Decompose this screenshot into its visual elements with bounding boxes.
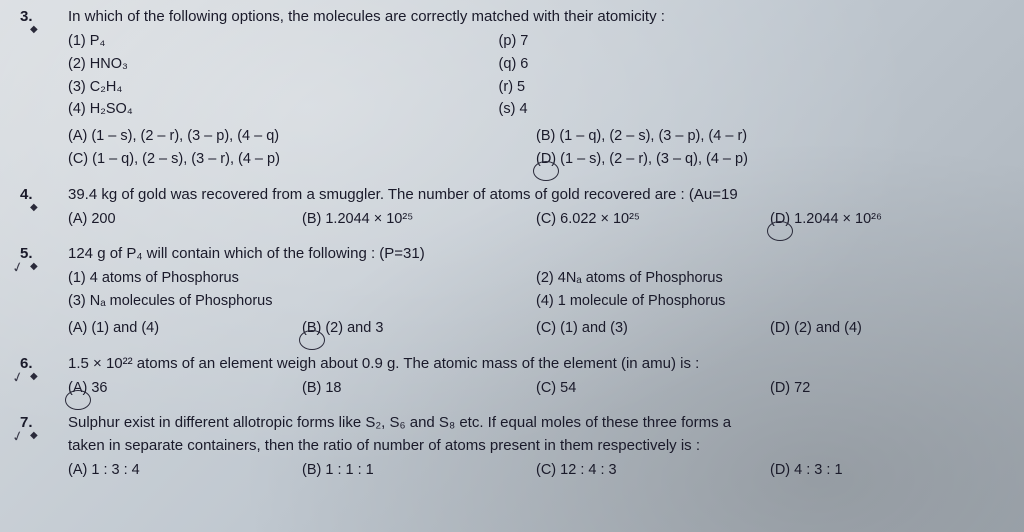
answer-options: (A) (1 – s), (2 – r), (3 – p), (4 – q) (…	[68, 126, 1004, 172]
option-a: (A) (1) and (4)	[68, 318, 302, 340]
match-right-s: (s) 4	[499, 99, 1004, 121]
answer-options: (A) 36 (B) 18 (C) 54 (D) 72	[68, 378, 1004, 401]
question-number: 3.	[20, 8, 33, 25]
option-b: (B) 18	[302, 378, 536, 400]
option-d-text: (D) (1 – s), (2 – r), (3 – q), (4 – p)	[536, 151, 748, 167]
sub-item-1: (1) 4 atoms of Phosphorus	[68, 268, 536, 290]
question-3: 3. ◆ In which of the following options, …	[20, 8, 1004, 172]
option-c: (C) 54	[536, 378, 770, 400]
option-b: (B) (1 – q), (2 – s), (3 – p), (4 – r)	[536, 126, 1004, 148]
option-a: (A) (1 – s), (2 – r), (3 – p), (4 – q)	[68, 126, 536, 148]
match-left-3: (3) C₂H₄	[68, 77, 499, 99]
question-7: 7. ✓ ◆ Sulphur exist in different allotr…	[20, 414, 1004, 483]
answer-options-partial: (A) 1 : 3 : 4 (B) 1 : 1 : 1 (C) 12 : 4 :…	[68, 460, 1004, 483]
right-column: (p) 7 (q) 6 (r) 5 (s) 4	[499, 31, 1004, 122]
question-body: 124 g of P₄ will contain which of the fo…	[68, 245, 1004, 340]
question-body: Sulphur exist in different allotropic fo…	[68, 414, 1004, 483]
question-text: 1.5 × 10²² atoms of an element weigh abo…	[68, 355, 1004, 372]
option-c: (C) (1) and (3)	[536, 318, 770, 340]
marker-icon: ◆	[30, 202, 38, 213]
match-left-2: (2) HNO₃	[68, 54, 499, 76]
option-d-partial: (D) 4 : 3 : 1	[770, 460, 1004, 482]
question-text: 124 g of P₄ will contain which of the fo…	[68, 245, 1004, 262]
match-right-r: (r) 5	[499, 77, 1004, 99]
answer-options: (A) 200 (B) 1.2044 × 10²⁵ (C) 6.022 × 10…	[68, 209, 1004, 232]
answer-options: (A) (1) and (4) (B) (2) and 3 (C) (1) an…	[68, 318, 1004, 341]
sub-item-2: (2) 4Nₐ atoms of Phosphorus	[536, 268, 1004, 290]
question-number: 4.	[20, 186, 33, 203]
option-d: (D) 1.2044 × 10²⁶	[770, 209, 1004, 231]
marker-icon: ◆	[30, 371, 38, 382]
option-d: (D) (1 – s), (2 – r), (3 – q), (4 – p)	[536, 149, 1004, 171]
question-text: 39.4 kg of gold was recovered from a smu…	[68, 186, 1004, 203]
question-body: 39.4 kg of gold was recovered from a smu…	[68, 186, 1004, 232]
sub-items: (1) 4 atoms of Phosphorus (2) 4Nₐ atoms …	[68, 268, 1004, 314]
sub-item-3: (3) Nₐ molecules of Phosphorus	[68, 291, 536, 313]
option-c-partial: (C) 12 : 4 : 3	[536, 460, 770, 482]
question-body: 1.5 × 10²² atoms of an element weigh abo…	[68, 355, 1004, 401]
option-a: (A) 36	[68, 378, 302, 400]
option-a-partial: (A) 1 : 3 : 4	[68, 460, 302, 482]
option-c: (C) (1 – q), (2 – s), (3 – r), (4 – p)	[68, 149, 536, 171]
option-b-partial: (B) 1 : 1 : 1	[302, 460, 536, 482]
question-text: In which of the following options, the m…	[68, 8, 1004, 25]
option-a: (A) 200	[68, 209, 302, 231]
match-left-1: (1) P₄	[68, 31, 499, 53]
match-right-q: (q) 6	[499, 54, 1004, 76]
question-text-line1: Sulphur exist in different allotropic fo…	[68, 414, 1004, 431]
left-column: (1) P₄ (2) HNO₃ (3) C₂H₄ (4) H₂SO₄	[68, 31, 499, 122]
option-b: (B) (2) and 3	[302, 318, 536, 340]
marker-icon: ◆	[30, 24, 38, 35]
question-6: 6. ✓ ◆ 1.5 × 10²² atoms of an element we…	[20, 355, 1004, 401]
matching-columns: (1) P₄ (2) HNO₃ (3) C₂H₄ (4) H₂SO₄ (p) 7…	[68, 31, 1004, 122]
match-left-4: (4) H₂SO₄	[68, 99, 499, 121]
marker-icon: ◆	[30, 261, 38, 272]
question-text-line2: taken in separate containers, then the r…	[68, 437, 1004, 454]
match-right-p: (p) 7	[499, 31, 1004, 53]
question-body: In which of the following options, the m…	[68, 8, 1004, 172]
option-c: (C) 6.022 × 10²⁵	[536, 209, 770, 231]
option-d: (D) (2) and (4)	[770, 318, 1004, 340]
question-5: 5. ✓ ◆ 124 g of P₄ will contain which of…	[20, 245, 1004, 340]
option-b: (B) 1.2044 × 10²⁵	[302, 209, 536, 231]
question-4: 4. ◆ 39.4 kg of gold was recovered from …	[20, 186, 1004, 232]
sub-item-4: (4) 1 molecule of Phosphorus	[536, 291, 1004, 313]
option-d: (D) 72	[770, 378, 1004, 400]
marker-icon: ◆	[30, 430, 38, 441]
